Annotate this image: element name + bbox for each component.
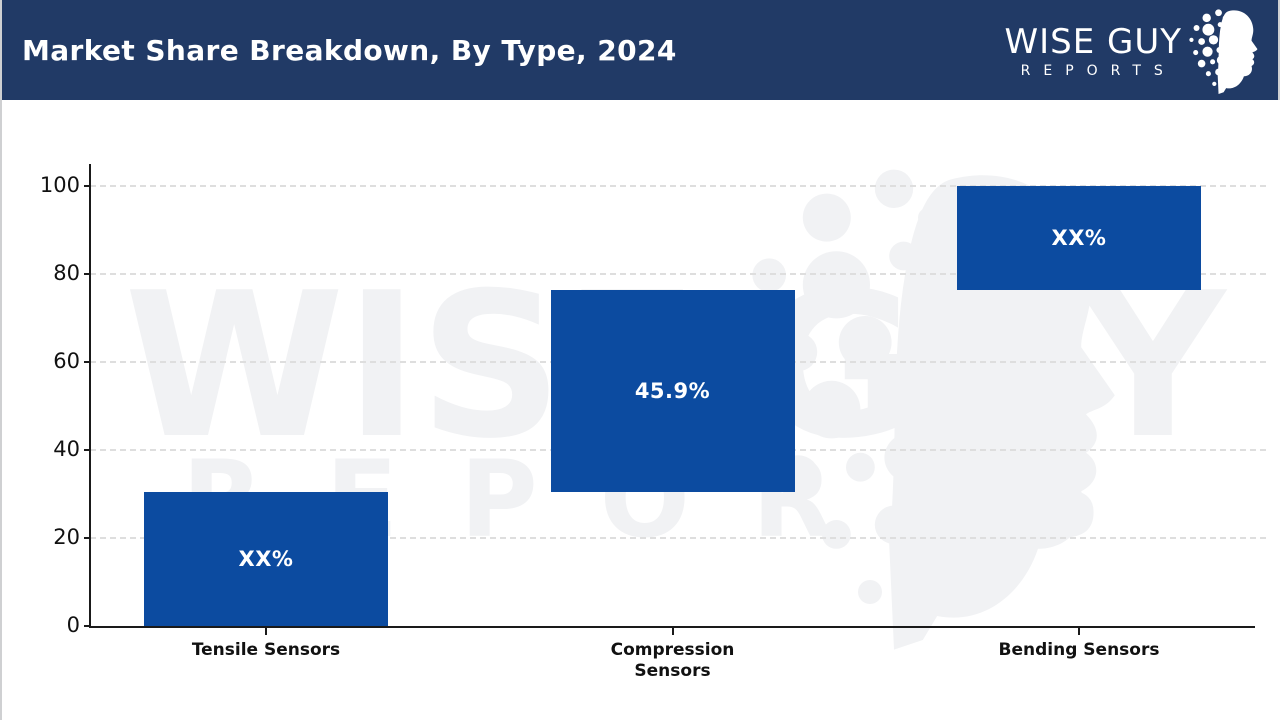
y-axis-tick-label: 40	[53, 437, 80, 461]
y-axis-tick	[84, 273, 90, 275]
y-axis-line	[89, 164, 91, 628]
bar-segment: XX%	[957, 186, 1201, 291]
y-axis-tick-label: 100	[39, 173, 80, 197]
gridline	[90, 185, 1266, 187]
brand-name: WISE GUY	[1004, 21, 1182, 62]
header-band: Market Share Breakdown, By Type, 2024 WI…	[2, 0, 1278, 100]
gridline	[90, 273, 1266, 275]
bar-segment: XX%	[144, 492, 388, 626]
y-axis-tick	[84, 185, 90, 187]
y-axis-tick-label: 0	[66, 613, 80, 637]
x-axis-tick	[1078, 628, 1080, 635]
brand-logo-text: WISE GUY REPORTS	[1004, 22, 1182, 79]
bar-value-label: 45.9%	[634, 379, 711, 404]
x-axis-category-label: Bending Sensors	[998, 640, 1160, 660]
bar-value-label: XX%	[1051, 226, 1107, 251]
x-axis-category-label: Tensile Sensors	[191, 640, 341, 660]
y-axis-tick	[84, 625, 90, 627]
x-axis-category-label: Compression Sensors	[610, 640, 735, 682]
bar-segment: 45.9%	[550, 290, 795, 493]
gridline	[90, 537, 1266, 539]
y-axis-tick-label: 20	[53, 525, 80, 549]
plot-region: WISE GUY REPORTS 020406080100XX%Tensile …	[2, 100, 1280, 720]
x-axis-tick	[265, 628, 267, 635]
x-axis-tick	[671, 628, 674, 635]
y-axis-tick	[84, 361, 90, 363]
y-axis-tick-label: 60	[53, 349, 80, 373]
bar-value-label: XX%	[238, 547, 294, 572]
watermark-head-profile-icon	[728, 169, 1115, 650]
y-axis-tick-label: 80	[53, 261, 80, 285]
brand-logo: WISE GUY REPORTS	[1004, 6, 1278, 94]
brand-subtitle: REPORTS	[1020, 62, 1176, 79]
y-axis-tick	[84, 537, 90, 539]
x-axis-line	[89, 626, 1255, 628]
chart-title: Market Share Breakdown, By Type, 2024	[22, 33, 677, 67]
y-axis-tick	[84, 449, 90, 451]
head-profile-dots-icon	[1189, 9, 1258, 94]
